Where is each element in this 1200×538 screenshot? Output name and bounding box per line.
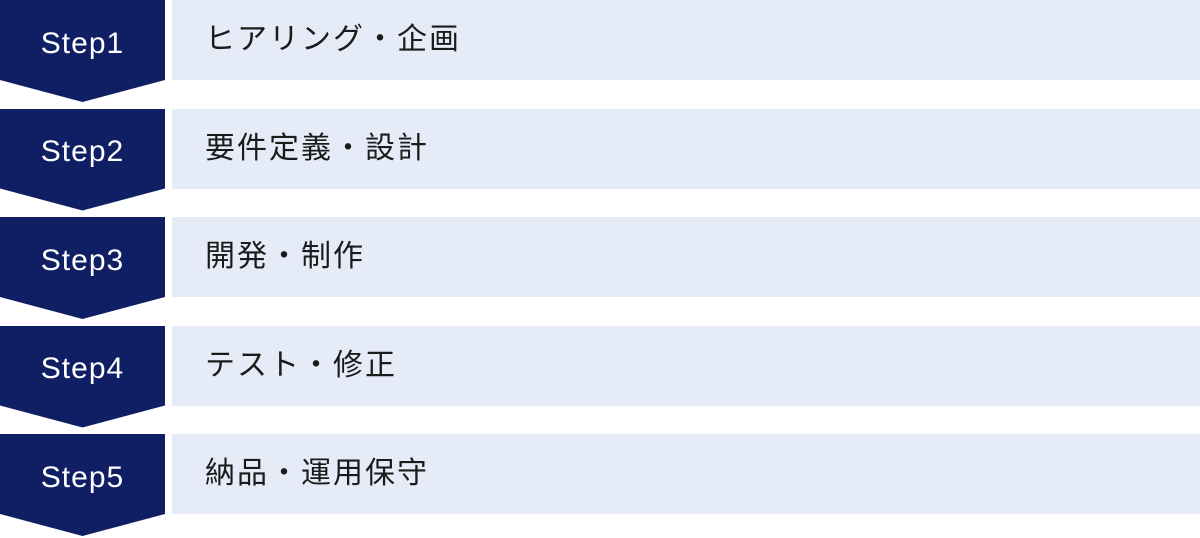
step-chevron-arrow: Step3	[0, 217, 165, 319]
step-row: Step2 要件定義・設計	[0, 108, 1200, 211]
step-title-bar: ヒアリング・企画	[172, 0, 1200, 80]
step-title-bar: 要件定義・設計	[172, 108, 1200, 189]
step-title-bar: 開発・制作	[172, 217, 1200, 297]
step-title-bar: 納品・運用保守	[172, 434, 1200, 514]
step-row: Step4 テスト・修正	[0, 325, 1200, 428]
step-number-label: Step2	[40, 135, 125, 168]
step-number-label: Step4	[40, 352, 125, 385]
step-title: テスト・修正	[205, 348, 397, 382]
step-number-label: Step3	[40, 243, 125, 277]
step-chevron-arrow: Step4	[0, 325, 165, 428]
step-number-label: Step5	[40, 460, 125, 494]
step-chevron-arrow: Step1	[0, 0, 165, 102]
step-title: 開発・制作	[205, 240, 365, 273]
step-chevron-arrow: Step5	[0, 434, 165, 536]
step-title: 納品・運用保守	[205, 457, 429, 490]
step-chevron-arrow: Step2	[0, 108, 165, 211]
step-title-bar: テスト・修正	[172, 325, 1200, 406]
step-row: Step5 納品・運用保守	[0, 434, 1200, 536]
step-title: 要件定義・設計	[205, 131, 429, 165]
step-title: ヒアリング・企画	[205, 23, 461, 56]
step-row: Step3 開発・制作	[0, 217, 1200, 319]
step-row: Step1 ヒアリング・企画	[0, 0, 1200, 102]
step-number-label: Step1	[40, 26, 125, 60]
